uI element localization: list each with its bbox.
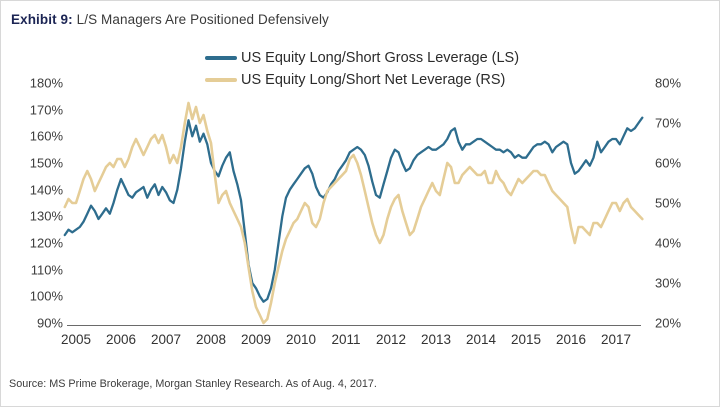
y-axis-tick-left: 140% xyxy=(29,182,63,198)
net-line-swatch xyxy=(205,78,237,82)
y-axis-tick-left: 130% xyxy=(29,208,63,224)
gross-line-swatch xyxy=(205,56,237,60)
y-axis-tick-right: 70% xyxy=(655,115,682,131)
x-axis-tick: 2013 xyxy=(420,332,452,347)
y-axis-tick-right: 40% xyxy=(655,235,682,251)
x-axis-tick: 2008 xyxy=(195,332,227,347)
chart-title: Exhibit 9: L/S Managers Are Positioned D… xyxy=(11,12,329,27)
y-axis-tick-right: 20% xyxy=(655,315,682,331)
x-axis-tick: 2017 xyxy=(600,332,632,347)
x-axis-tick: 2011 xyxy=(331,332,361,347)
x-axis-tick: 2014 xyxy=(465,332,497,347)
y-axis-tick-right: 50% xyxy=(655,195,682,211)
y-axis-tick-left: 150% xyxy=(29,155,63,171)
legend-label-net: US Equity Long/Short Net Leverage (RS) xyxy=(241,72,506,88)
x-axis-tick: 2010 xyxy=(285,332,317,347)
x-axis-tick: 2005 xyxy=(60,332,92,347)
chart-title-text: L/S Managers Are Positioned Defensively xyxy=(72,12,329,27)
legend-item-net: US Equity Long/Short Net Leverage (RS) xyxy=(205,69,519,91)
y-axis-tick-left: 160% xyxy=(29,128,63,144)
source-note: Source: MS Prime Brokerage, Morgan Stanl… xyxy=(9,378,377,390)
chart-legend: US Equity Long/Short Gross Leverage (LS)… xyxy=(205,47,519,91)
y-axis-tick-left: 170% xyxy=(29,102,63,118)
y-axis-tick-left: 120% xyxy=(29,235,63,251)
net-leverage-line xyxy=(63,101,644,325)
y-axis-tick-left: 90% xyxy=(36,315,63,331)
legend-label-gross: US Equity Long/Short Gross Leverage (LS) xyxy=(241,50,520,66)
x-axis-tick: 2006 xyxy=(105,332,137,347)
y-axis-tick-left: 110% xyxy=(30,262,63,278)
x-axis-tick: 2009 xyxy=(240,332,272,347)
exhibit-label: Exhibit 9: xyxy=(11,12,73,27)
y-axis-tick-right: 30% xyxy=(655,275,682,291)
y-axis-tick-left: 100% xyxy=(29,288,63,304)
y-axis-tick-right: 60% xyxy=(655,155,682,171)
y-axis-tick-right: 80% xyxy=(655,75,682,91)
gross-leverage-line xyxy=(63,116,644,303)
x-axis-tick: 2007 xyxy=(150,332,182,347)
legend-item-gross: US Equity Long/Short Gross Leverage (LS) xyxy=(205,47,519,69)
x-axis-tick: 2016 xyxy=(555,332,587,347)
x-axis-tick: 2012 xyxy=(375,332,407,347)
x-axis-tick: 2015 xyxy=(510,332,542,347)
y-axis-tick-left: 180% xyxy=(29,75,63,91)
